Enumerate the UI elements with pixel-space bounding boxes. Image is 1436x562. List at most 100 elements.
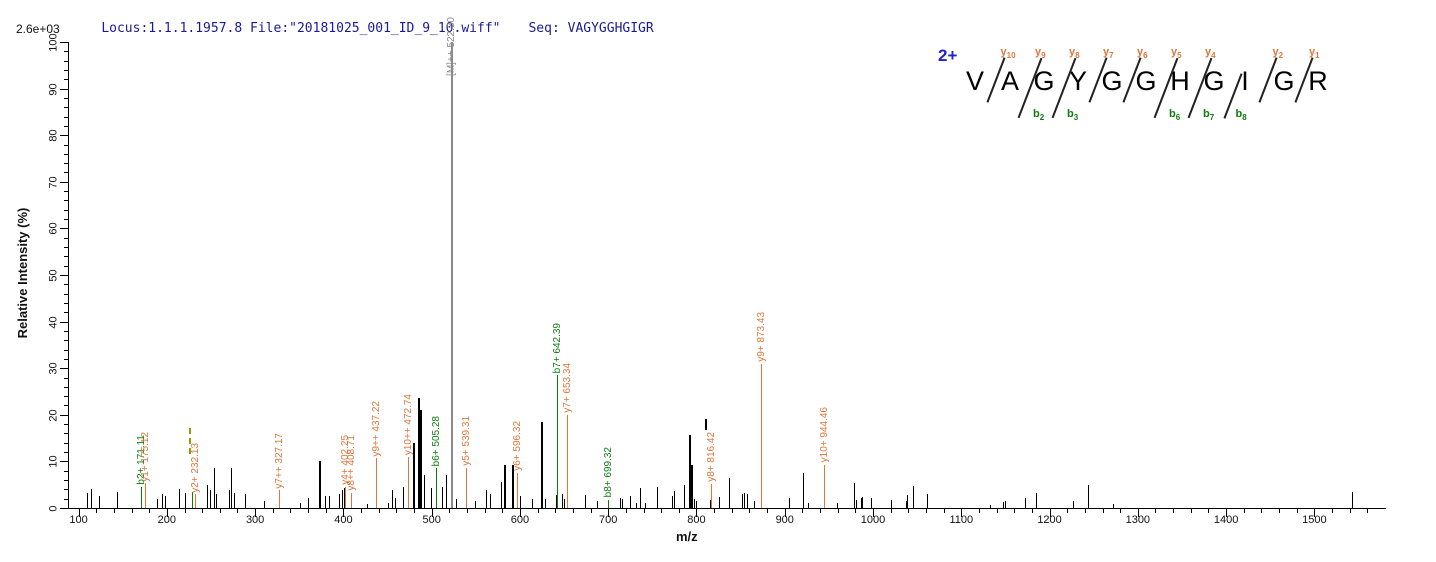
x-tick (644, 509, 645, 513)
y-tick (64, 172, 68, 173)
spectrum-peak (308, 498, 309, 508)
spectrum-peak (622, 498, 623, 508)
spectrum-peak (431, 487, 432, 508)
locus-file-label: Locus:1.1.1.1957.8 File:"20181025_001_ID… (101, 21, 501, 36)
spectrum-peak (913, 486, 914, 508)
x-tick (767, 509, 768, 513)
y-tick-label: 20 (47, 409, 60, 422)
y-tick-label: 70 (47, 176, 60, 189)
ladder-b-ion-label: b6 (1169, 108, 1181, 123)
spectrum-peak (854, 482, 855, 508)
ladder-y-ion-label: y6 (1137, 46, 1148, 61)
annotated-peak (195, 494, 196, 508)
spectrum-peak (475, 501, 476, 508)
spectrum-peak (207, 484, 208, 508)
x-tick-label: 500 (422, 514, 441, 526)
y-tick (64, 499, 68, 500)
spectrum-peak (620, 498, 621, 508)
x-tick-label: 1500 (1302, 514, 1327, 526)
y-tick (64, 266, 68, 267)
annotated-peak (141, 487, 142, 508)
y-tick (60, 415, 68, 416)
x-tick (185, 509, 186, 513)
ladder-y-ion-label: y4 (1205, 46, 1216, 61)
annotated-peak (517, 473, 518, 508)
spectrum-peak (486, 489, 487, 508)
y-tick (64, 126, 68, 127)
x-tick (785, 509, 786, 517)
spectrum-peak (87, 493, 88, 508)
peak-label: y1+ 175.12 (139, 431, 151, 482)
spectrum-peak (520, 496, 521, 508)
x-tick (1173, 509, 1174, 513)
ladder-residue: G (1273, 66, 1295, 96)
spectrum-peak (545, 498, 546, 508)
x-tick (308, 509, 309, 513)
x-tick-label: 1400 (1213, 514, 1239, 526)
y-tick (60, 368, 68, 369)
ladder-y-ion-label: y2 (1272, 46, 1284, 61)
spectrum-peak (456, 498, 457, 508)
spectrum-peak (564, 498, 565, 508)
spectrum-peak (229, 489, 230, 508)
x-tick (679, 509, 680, 513)
spectrum-peak (789, 498, 790, 508)
spectrum-peak (231, 468, 232, 508)
x-tick (838, 509, 839, 513)
spectrum-peak (597, 501, 598, 508)
x-tick (1138, 509, 1139, 517)
spectrum-peak (339, 494, 340, 508)
ladder-residue: G (1135, 66, 1157, 96)
x-tick-label: 700 (599, 514, 618, 526)
x-tick (96, 509, 97, 513)
ladder-residue: G (1033, 66, 1055, 96)
x-tick (449, 509, 450, 513)
x-tick (1050, 509, 1051, 517)
y-axis-line (68, 42, 69, 508)
y-tick (64, 480, 68, 481)
x-tick (1297, 509, 1298, 513)
annotated-peak (345, 486, 346, 508)
x-tick (79, 509, 80, 517)
peak-label: y2+ 232.13 (190, 442, 202, 493)
y-tick (60, 135, 68, 136)
ladder-residue: V (965, 66, 984, 96)
spectrum-peak (808, 503, 809, 508)
y-tick (64, 284, 68, 285)
x-tick-label: 900 (775, 514, 794, 526)
ladder-y-ion-label: y8 (1069, 46, 1080, 61)
spectrum-peak (418, 398, 420, 508)
x-tick (891, 509, 892, 513)
y-tick (60, 275, 68, 276)
x-axis-line (68, 508, 1386, 509)
x-tick (696, 509, 697, 517)
spectrum-peak (1352, 492, 1353, 508)
y-tick (64, 191, 68, 192)
spectrum-peak (640, 487, 641, 508)
y-tick (64, 256, 68, 257)
spectrum-peak (645, 503, 646, 508)
spectrum-peak (403, 486, 404, 508)
y-tick-label: 40 (47, 315, 60, 329)
annotated-peak (711, 483, 712, 508)
ladder-cleavage-slash (1294, 57, 1314, 103)
spectrum-peak (300, 503, 301, 508)
peak-label: y9+ 873.43 (756, 311, 768, 362)
x-tick (343, 509, 344, 517)
peak-label: y10+ 944.46 (819, 407, 830, 463)
spectrum-peak (856, 499, 857, 508)
x-tick (237, 509, 238, 513)
x-tick (538, 509, 539, 513)
spectrum-peak (862, 496, 863, 508)
ladder-cleavage-slash (1088, 57, 1108, 103)
x-tick (1226, 509, 1227, 517)
x-tick (502, 509, 503, 513)
x-tick (1191, 509, 1192, 513)
y-tick (64, 210, 68, 211)
spectrum-peak (541, 421, 543, 508)
y-tick (64, 443, 68, 444)
annotated-peak (279, 490, 280, 508)
x-tick (908, 509, 909, 513)
